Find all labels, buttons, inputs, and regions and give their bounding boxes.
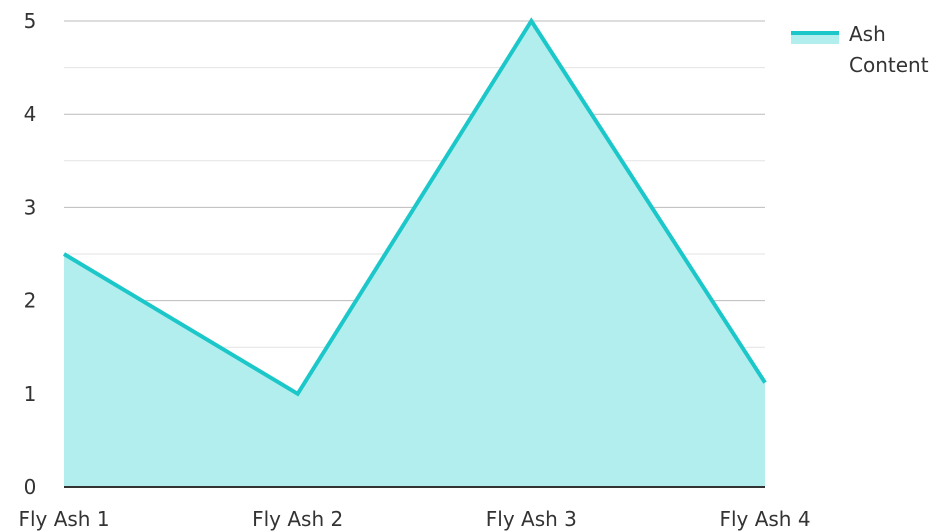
legend-label-line-1: Ash xyxy=(849,22,886,46)
x-tick-label: Fly Ash 4 xyxy=(719,507,810,531)
y-axis-tick-labels: 0 1 2 3 4 5 xyxy=(24,9,37,499)
y-tick-label: 0 xyxy=(24,475,37,499)
legend: Ash Content xyxy=(791,22,929,77)
legend-label-line-2: Content xyxy=(849,53,929,77)
x-tick-label: Fly Ash 1 xyxy=(18,507,109,531)
series-area xyxy=(62,17,767,487)
y-tick-label: 3 xyxy=(24,195,37,219)
series-line xyxy=(62,17,767,397)
x-axis-tick-labels: Fly Ash 1 Fly Ash 2 Fly Ash 3 Fly Ash 4 xyxy=(18,507,810,531)
y-tick-label: 2 xyxy=(24,289,37,313)
y-tick-label: 1 xyxy=(24,382,37,406)
y-tick-label: 4 xyxy=(24,102,37,126)
series-area-fill xyxy=(64,21,765,487)
y-tick-label: 5 xyxy=(24,9,37,33)
x-tick-label: Fly Ash 3 xyxy=(486,507,577,531)
x-tick-label: Fly Ash 2 xyxy=(252,507,343,531)
